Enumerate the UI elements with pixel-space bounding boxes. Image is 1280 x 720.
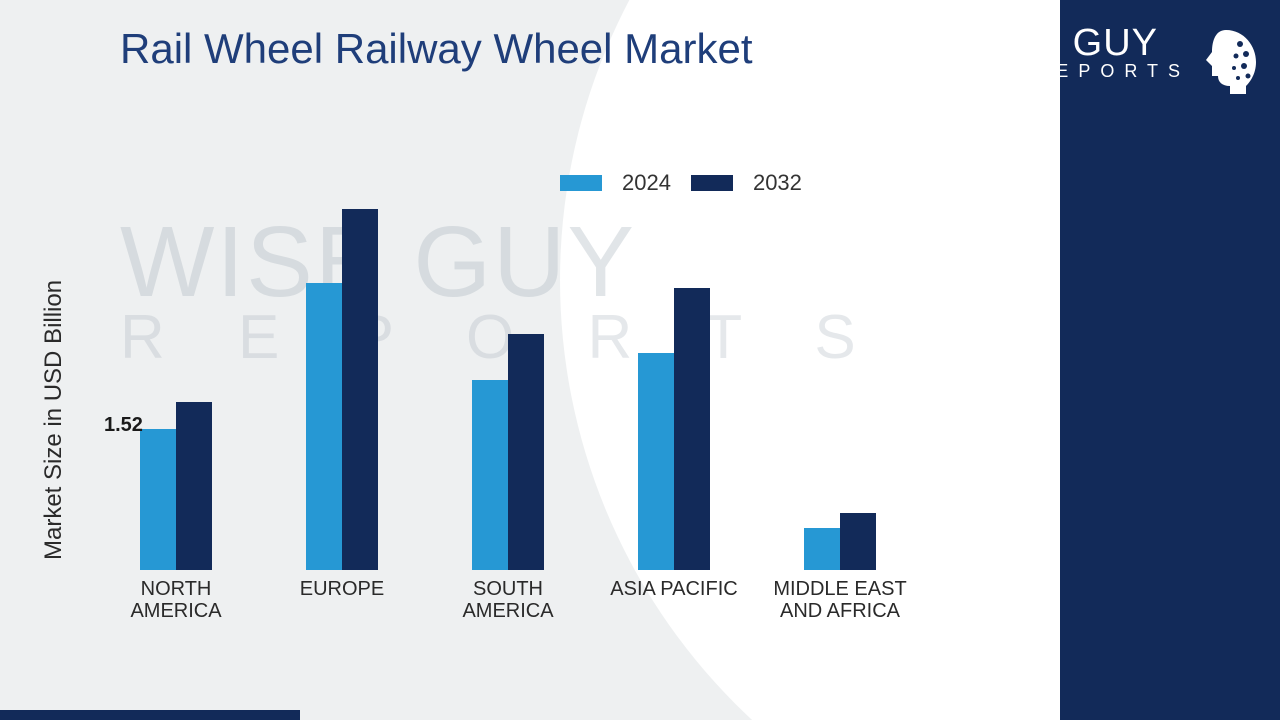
bar-2032 <box>176 402 212 570</box>
bar-data-label: 1.52 <box>104 414 143 437</box>
category-label: ASIA PACIFIC <box>604 578 744 600</box>
legend-swatch-2032 <box>691 175 733 191</box>
bar-group <box>140 402 212 570</box>
legend-swatch-2024 <box>560 175 602 191</box>
bar-2024 <box>140 429 176 570</box>
y-axis-label: Market Size in USD Billion <box>40 280 68 560</box>
category-label: NORTH AMERICA <box>106 578 246 622</box>
bar-2032 <box>840 513 876 570</box>
bar-group <box>804 513 876 570</box>
bar-chart: NORTH AMERICAEUROPESOUTH AMERICAASIA PAC… <box>120 200 950 570</box>
bottom-strip <box>0 710 300 720</box>
bar-2032 <box>508 334 544 570</box>
category-label: SOUTH AMERICA <box>438 578 578 622</box>
bar-group <box>306 209 378 570</box>
bar-group <box>472 334 544 570</box>
chart-title: Rail Wheel Railway Wheel Market <box>120 25 753 73</box>
bar-2024 <box>804 528 840 570</box>
bar-2024 <box>306 283 342 570</box>
bar-2024 <box>472 380 508 570</box>
legend-label-2032: 2032 <box>753 170 802 196</box>
category-label: EUROPE <box>272 578 412 600</box>
bar-2024 <box>638 353 674 570</box>
brand-logo: WISE GUY REPORTS <box>960 22 1260 82</box>
right-brand-band <box>1060 0 1280 720</box>
bar-group <box>638 288 710 570</box>
ai-head-icon <box>1196 28 1260 98</box>
stage: WISE GUY R E P O R T S Rail Wheel Railwa… <box>0 0 1280 720</box>
bar-2032 <box>674 288 710 570</box>
legend-label-2024: 2024 <box>622 170 671 196</box>
bar-2032 <box>342 209 378 570</box>
category-label: MIDDLE EAST AND AFRICA <box>770 578 910 622</box>
legend: 2024 2032 <box>560 170 802 196</box>
